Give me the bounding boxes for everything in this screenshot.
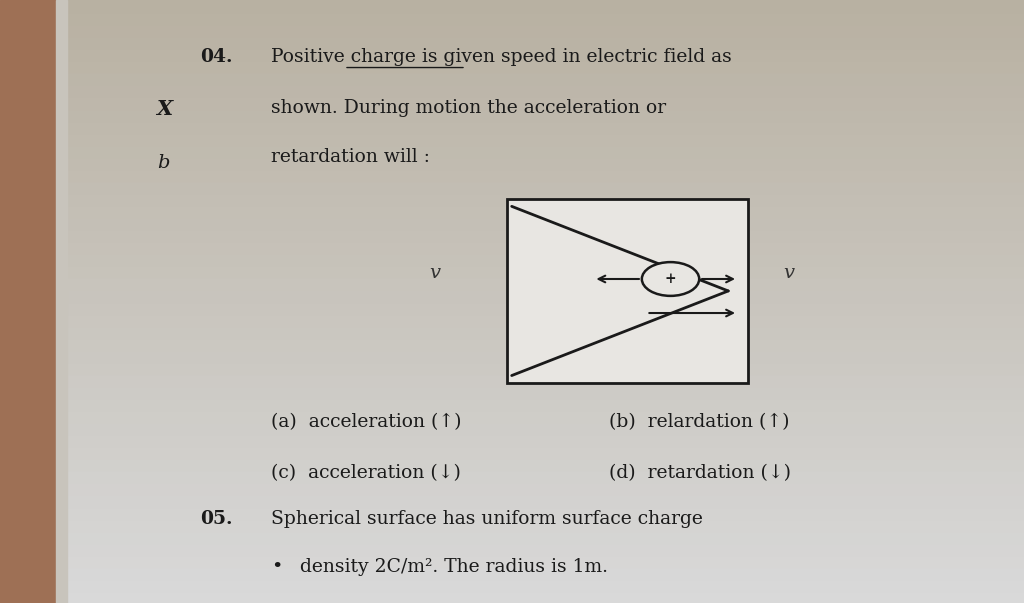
Bar: [0, 60, 1024, 72]
Text: •: •: [271, 558, 283, 576]
Bar: [56, 0, 67, 603]
Text: shown. During motion the acceleration or: shown. During motion the acceleration or: [271, 99, 667, 118]
Bar: [0, 314, 1024, 326]
Bar: [0, 362, 1024, 374]
Bar: [0, 398, 1024, 410]
Text: 05.: 05.: [200, 510, 232, 528]
Bar: [0, 96, 1024, 109]
Bar: [0, 24, 1024, 36]
Text: Positive charge is given speed in electric field as: Positive charge is given speed in electr…: [271, 48, 732, 66]
Bar: [0, 157, 1024, 169]
Bar: [0, 555, 1024, 567]
Bar: [0, 482, 1024, 494]
Text: density 2C/m². The radius is 1m.: density 2C/m². The radius is 1m.: [300, 558, 608, 576]
Bar: [0, 386, 1024, 398]
Bar: [0, 543, 1024, 555]
Bar: [0, 265, 1024, 277]
Bar: [0, 326, 1024, 338]
Bar: [507, 199, 748, 383]
Text: v: v: [430, 264, 440, 282]
Text: (b)  relardation (↑): (b) relardation (↑): [609, 413, 790, 431]
Bar: [0, 205, 1024, 217]
Circle shape: [642, 262, 699, 296]
Bar: [0, 591, 1024, 603]
Bar: [0, 458, 1024, 470]
Text: v: v: [783, 264, 794, 282]
Bar: [0, 332, 1024, 603]
Bar: [0, 507, 1024, 519]
Bar: [0, 145, 1024, 157]
Bar: [0, 446, 1024, 458]
Bar: [0, 422, 1024, 434]
Bar: [0, 567, 1024, 579]
Bar: [0, 72, 1024, 84]
Bar: [0, 531, 1024, 543]
Bar: [0, 229, 1024, 241]
Bar: [0, 217, 1024, 229]
Bar: [0, 519, 1024, 531]
Text: (a)  acceleration (↑): (a) acceleration (↑): [271, 413, 462, 431]
Bar: [0, 193, 1024, 205]
Bar: [0, 12, 1024, 24]
Bar: [0, 302, 1024, 314]
Bar: [0, 338, 1024, 350]
Bar: [0, 133, 1024, 145]
Bar: [0, 470, 1024, 482]
Bar: [0, 277, 1024, 289]
Bar: [0, 410, 1024, 422]
Bar: [0, 0, 1024, 12]
Bar: [0, 169, 1024, 181]
Text: (c)  acceleration (↓): (c) acceleration (↓): [271, 464, 461, 482]
Bar: [0, 36, 1024, 48]
Text: (d)  retardation (↓): (d) retardation (↓): [609, 464, 792, 482]
Bar: [0, 0, 56, 603]
Bar: [0, 374, 1024, 386]
Bar: [0, 0, 1024, 332]
Bar: [0, 494, 1024, 507]
Bar: [0, 121, 1024, 133]
Bar: [0, 109, 1024, 121]
Bar: [0, 350, 1024, 362]
Bar: [0, 253, 1024, 265]
Text: Spherical surface has uniform surface charge: Spherical surface has uniform surface ch…: [271, 510, 703, 528]
Text: 04.: 04.: [200, 48, 232, 66]
Bar: [0, 434, 1024, 446]
Bar: [0, 579, 1024, 591]
Bar: [0, 289, 1024, 302]
Text: b: b: [158, 154, 170, 172]
Text: retardation will :: retardation will :: [271, 148, 430, 166]
Bar: [0, 241, 1024, 253]
Text: +: +: [665, 272, 676, 286]
Text: X: X: [156, 99, 172, 119]
Bar: [0, 84, 1024, 96]
Bar: [0, 48, 1024, 60]
Bar: [0, 181, 1024, 193]
